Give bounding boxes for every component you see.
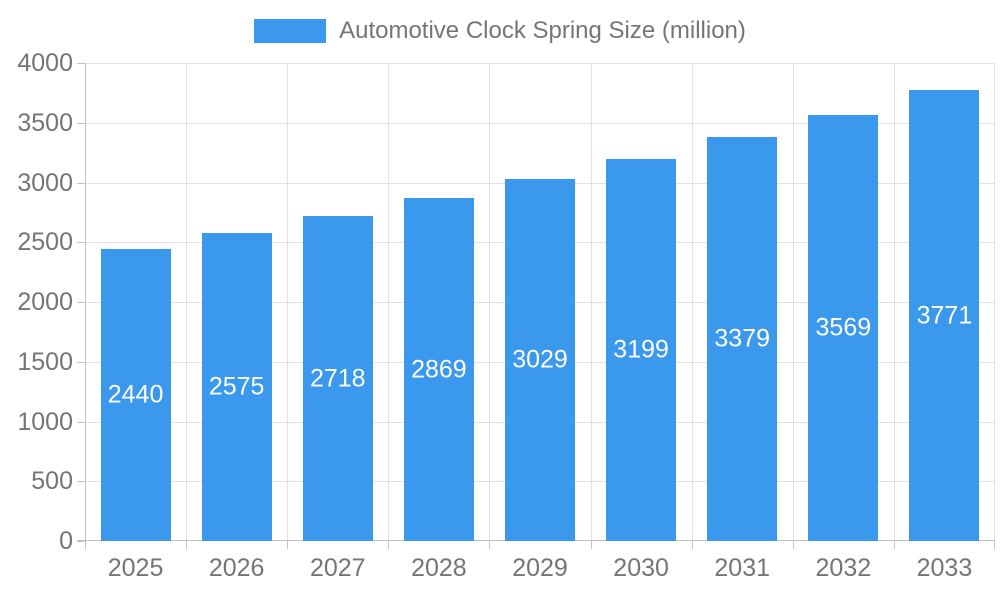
x-tick bbox=[388, 541, 390, 549]
x-tick bbox=[85, 541, 86, 549]
y-tick-label: 1500 bbox=[17, 347, 73, 376]
x-tick bbox=[287, 541, 289, 549]
x-tick-label: 2028 bbox=[411, 554, 467, 582]
x-tick-label: 2031 bbox=[714, 554, 771, 582]
gridline-v bbox=[994, 63, 995, 541]
y-tick bbox=[77, 541, 85, 542]
bar-value-label: 3379 bbox=[714, 324, 771, 353]
gridline-v bbox=[186, 63, 188, 541]
y-axis-line bbox=[85, 63, 86, 549]
gridline-v bbox=[893, 63, 895, 541]
gridline-v bbox=[691, 63, 693, 541]
y-tick-label: 4000 bbox=[17, 49, 73, 77]
x-tick bbox=[186, 541, 188, 549]
y-tick-label: 500 bbox=[31, 467, 73, 496]
bar[interactable] bbox=[201, 233, 272, 541]
bar-value-label: 3029 bbox=[512, 345, 568, 374]
x-tick-label: 2030 bbox=[613, 554, 669, 582]
x-tick-label: 2032 bbox=[815, 554, 872, 582]
x-tick-label: 2027 bbox=[309, 554, 366, 582]
gridline-h bbox=[85, 63, 995, 64]
y-tick bbox=[77, 242, 85, 244]
legend-swatch bbox=[254, 19, 327, 43]
gridline-v bbox=[489, 63, 491, 541]
x-tick bbox=[792, 541, 794, 549]
x-tick-label: 2033 bbox=[916, 554, 973, 582]
gridline-h bbox=[85, 122, 995, 124]
bar[interactable] bbox=[707, 137, 778, 541]
y-tick bbox=[77, 421, 85, 423]
x-tick-label: 2029 bbox=[512, 554, 568, 582]
gridline-v bbox=[590, 63, 592, 541]
legend-label: Automotive Clock Spring Size (million) bbox=[339, 17, 746, 44]
y-tick bbox=[77, 302, 85, 303]
bar-value-label: 2869 bbox=[411, 355, 467, 384]
y-tick-label: 1000 bbox=[17, 407, 73, 436]
y-tick-label: 2000 bbox=[17, 288, 73, 316]
y-tick-label: 0 bbox=[59, 527, 73, 555]
y-tick bbox=[77, 122, 85, 124]
bar[interactable] bbox=[909, 90, 980, 541]
y-tick-label: 2500 bbox=[17, 228, 73, 257]
x-tick bbox=[590, 541, 592, 549]
gridline-v bbox=[287, 63, 289, 541]
y-tick-label: 3000 bbox=[17, 168, 73, 197]
x-tick-label: 2026 bbox=[208, 554, 265, 582]
x-tick bbox=[893, 541, 895, 549]
y-tick-label: 3500 bbox=[17, 108, 73, 137]
y-tick bbox=[77, 182, 85, 184]
bar-value-label: 2575 bbox=[208, 372, 265, 401]
x-tick bbox=[489, 541, 491, 549]
bar[interactable] bbox=[100, 249, 171, 541]
gridline-v bbox=[792, 63, 794, 541]
y-tick bbox=[77, 481, 85, 483]
bar[interactable] bbox=[808, 114, 879, 541]
bar[interactable] bbox=[302, 216, 373, 541]
bar-value-label: 3569 bbox=[815, 313, 872, 342]
x-tick-label: 2025 bbox=[107, 554, 164, 582]
bar-value-label: 2440 bbox=[107, 380, 164, 409]
gridline-v bbox=[388, 63, 390, 541]
bar-value-label: 3771 bbox=[916, 301, 973, 330]
legend[interactable]: Automotive Clock Spring Size (million) bbox=[0, 16, 1000, 46]
bar[interactable] bbox=[505, 179, 575, 541]
bar[interactable] bbox=[403, 198, 474, 541]
x-tick bbox=[994, 541, 995, 549]
y-tick bbox=[77, 63, 85, 64]
bar-value-label: 2718 bbox=[309, 364, 366, 393]
plot-area: 2440 2575 2718 2869 3029 3199 3379 3569 3771 bbox=[77, 63, 995, 549]
y-tick bbox=[77, 361, 85, 363]
x-tick bbox=[691, 541, 693, 549]
bar-value-label: 3199 bbox=[613, 335, 669, 364]
bar[interactable] bbox=[606, 158, 677, 541]
